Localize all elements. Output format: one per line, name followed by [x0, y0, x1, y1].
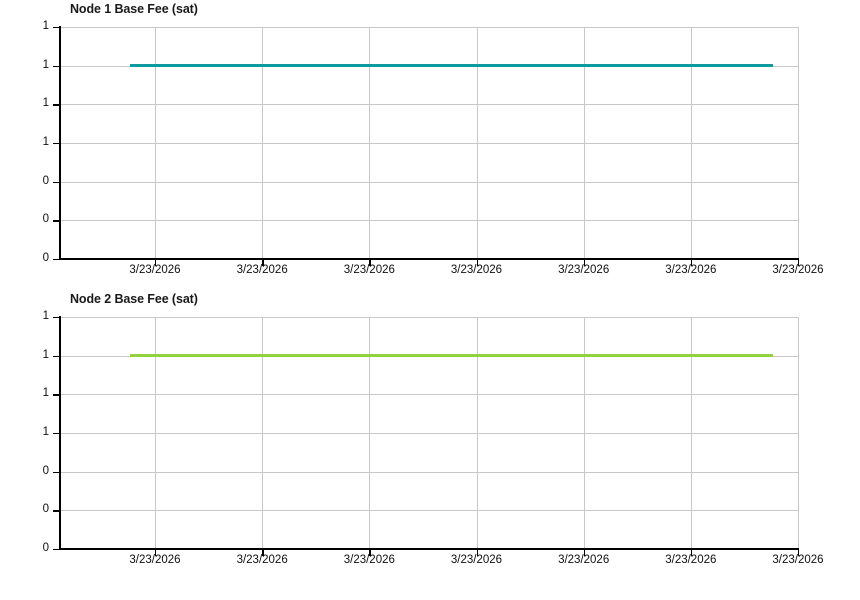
gridline-horizontal [60, 471, 798, 473]
gridline-vertical [798, 27, 799, 259]
x-axis-tick-label: 3/23/2026 [772, 264, 824, 276]
y-axis-tick [53, 65, 60, 68]
y-axis-tick [53, 471, 60, 474]
y-axis-tick-label: 0 [42, 503, 49, 516]
y-axis-tick [53, 394, 60, 396]
x-axis-tick-label: 3/23/2026 [665, 554, 717, 566]
series-line-node-1 [130, 64, 773, 67]
gridline-vertical [369, 27, 371, 259]
x-axis-tick-label: 3/23/2026 [558, 264, 610, 276]
x-axis-tick-label: 3/23/2026 [343, 554, 395, 566]
x-axis-tick [690, 549, 693, 556]
gridline-vertical [690, 317, 692, 549]
y-axis-tick [53, 143, 60, 145]
x-axis-tick-label: 3/23/2026 [450, 264, 503, 276]
x-axis-tick-label: 3/23/2026 [129, 264, 181, 276]
gridline-vertical [690, 27, 692, 259]
x-axis-tick [155, 259, 157, 266]
gridline-horizontal [60, 27, 798, 28]
y-axis-tick-label: 1 [42, 348, 49, 361]
chart-title: Node 2 Base Fee (sat) [70, 292, 198, 306]
gridline-horizontal [60, 394, 798, 396]
plot-area [60, 27, 799, 260]
y-axis-tick-label: 1 [42, 387, 49, 400]
y-axis-tick [53, 510, 60, 512]
x-axis-tick-label: 3/23/2026 [665, 264, 717, 276]
x-axis-tick [476, 549, 478, 556]
x-axis-tick [798, 549, 800, 556]
gridline-vertical [262, 27, 264, 259]
gridline-horizontal [60, 220, 798, 222]
x-axis-tick [369, 259, 371, 266]
y-axis-tick [53, 259, 60, 261]
y-axis-tick [53, 433, 60, 435]
y-axis-tick-label: 1 [42, 136, 49, 148]
y-axis-tick [53, 104, 60, 106]
y-axis-tick-label: 0 [42, 174, 49, 187]
x-axis-tick [690, 259, 693, 266]
x-axis-tick-label: 3/23/2026 [558, 554, 610, 566]
gridline-vertical [583, 27, 585, 259]
x-axis-tick-label: 3/23/2026 [236, 554, 288, 566]
gridline-horizontal [60, 510, 798, 512]
y-axis-tick-label: 1 [42, 310, 49, 322]
y-axis-tick-label: 0 [42, 213, 49, 226]
x-axis-tick [262, 549, 264, 556]
gridline-vertical [476, 317, 478, 549]
x-axis-tick [476, 259, 478, 266]
x-axis-tick-label: 3/23/2026 [129, 554, 181, 566]
chart-panel-node-1: Node 1 Base Fee (sat) 1 1 1 1 0 0 0 3/23/2026 3… [0, 0, 860, 290]
gridline-horizontal [60, 181, 798, 183]
y-axis-tick [53, 181, 60, 184]
x-axis-line [59, 258, 799, 260]
chart-panel-node-2: Node 2 Base Fee (sat) 1 1 1 1 0 0 0 3/23/2026 3… [0, 290, 860, 580]
y-axis-tick-label: 0 [42, 464, 49, 477]
x-axis-tick-label: 3/23/2026 [450, 554, 503, 566]
y-axis-tick-label: 1 [42, 20, 49, 32]
plot-area [60, 317, 799, 550]
x-axis-tick [262, 259, 264, 266]
gridline-vertical [369, 317, 371, 549]
x-axis-tick [369, 549, 371, 556]
gridline-horizontal [60, 104, 798, 106]
gridline-vertical [262, 317, 264, 549]
x-axis-tick-label: 3/23/2026 [343, 264, 395, 276]
y-axis-tick [53, 220, 60, 222]
y-axis-tick [53, 549, 60, 551]
x-axis-tick-label: 3/23/2026 [236, 264, 288, 276]
x-axis-tick [583, 259, 586, 266]
y-axis-tick [53, 317, 60, 319]
y-axis-tick [53, 355, 60, 358]
x-axis-tick [798, 259, 800, 266]
x-axis-tick-label: 3/23/2026 [772, 554, 824, 566]
x-axis-line [59, 548, 799, 550]
series-line-node-2 [130, 354, 773, 357]
x-axis-tick [583, 549, 586, 556]
gridline-horizontal [60, 143, 798, 144]
gridline-vertical [155, 27, 156, 259]
x-axis-tick [155, 549, 157, 556]
y-axis-tick [53, 27, 60, 29]
y-axis-tick-label: 1 [42, 97, 49, 110]
y-axis-tick-label: 0 [42, 542, 49, 554]
y-axis-tick-label: 1 [42, 426, 49, 438]
gridline-horizontal [60, 317, 798, 318]
gridline-vertical [798, 317, 799, 549]
gridline-vertical [155, 317, 156, 549]
y-axis-tick-label: 1 [42, 58, 49, 71]
chart-title: Node 1 Base Fee (sat) [70, 2, 198, 16]
gridline-vertical [476, 27, 478, 259]
gridline-vertical [583, 317, 585, 549]
gridline-horizontal [60, 433, 798, 434]
y-axis-tick-label: 0 [42, 252, 49, 264]
